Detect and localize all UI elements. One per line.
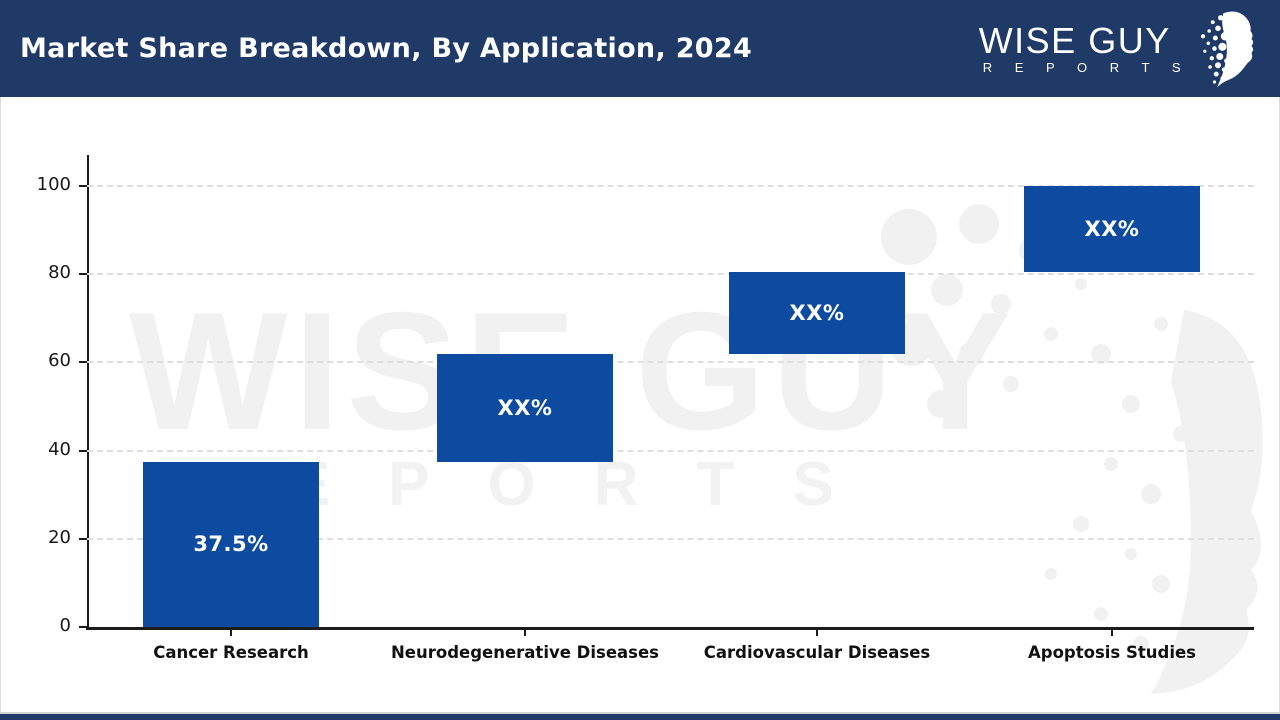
y-tick-label: 40 <box>48 438 71 460</box>
bar-value-label: XX% <box>1084 217 1140 242</box>
y-tick <box>79 537 87 540</box>
category-label-cardiovascular-diseases: Cardiovascular Diseases <box>703 643 931 662</box>
chart-area: WISE GUY REPORTS 0 20 40 60 80 100 37.5% Cancer… <box>0 97 1280 712</box>
y-tick-label: 100 <box>36 174 71 195</box>
y-tick <box>79 185 87 187</box>
brand-logo: WISE GUY R E P O R T S <box>979 6 1262 92</box>
bar-cardiovascular-diseases: XX% <box>729 272 905 354</box>
footer-bar <box>0 712 1280 720</box>
brand-subtitle: R E P O R T S <box>982 59 1190 75</box>
gridline-20 <box>87 537 1254 540</box>
x-axis-line <box>86 627 1254 630</box>
y-tick <box>79 449 87 452</box>
bar-cancer-research: 37.5% <box>143 461 319 627</box>
y-tick <box>79 361 87 364</box>
y-tick-label: 20 <box>48 526 71 548</box>
header-bar: Market Share Breakdown, By Application, … <box>0 0 1280 97</box>
waterfall-chart: 0 20 40 60 80 100 37.5% Cancer Research XX% Neuro… <box>1 97 1279 712</box>
bar-value-label: 37.5% <box>193 532 269 557</box>
x-tick <box>230 629 232 636</box>
y-axis-line <box>87 155 89 629</box>
category-label-cancer-research: Cancer Research <box>153 643 309 662</box>
y-tick <box>79 273 87 276</box>
bar-value-label: XX% <box>497 395 553 420</box>
gridline-60 <box>87 361 1254 364</box>
category-label-apoptosis-studies: Apoptosis Studies <box>1028 643 1196 662</box>
gridline-100 <box>87 185 1254 187</box>
x-tick <box>524 629 526 636</box>
brand-text: WISE GUY R E P O R T S <box>978 19 1190 75</box>
dotted-head-profile-icon <box>1200 10 1254 87</box>
y-tick <box>79 626 87 628</box>
y-tick-label: 0 <box>59 615 71 636</box>
x-tick <box>1111 629 1113 636</box>
page-title: Market Share Breakdown, By Application, … <box>20 33 753 64</box>
x-tick <box>816 629 818 636</box>
gridline-40 <box>87 449 1254 452</box>
category-label-neurodegenerative-diseases: Neurodegenerative Diseases <box>391 643 659 662</box>
gridline-80 <box>87 273 1254 276</box>
y-tick-label: 80 <box>48 262 71 284</box>
bar-neurodegenerative-diseases: XX% <box>437 353 613 462</box>
bar-value-label: XX% <box>789 300 845 325</box>
y-tick-label: 60 <box>48 350 71 372</box>
brand-name: WISE GUY <box>978 19 1171 61</box>
bar-apoptosis-studies: XX% <box>1024 186 1200 273</box>
